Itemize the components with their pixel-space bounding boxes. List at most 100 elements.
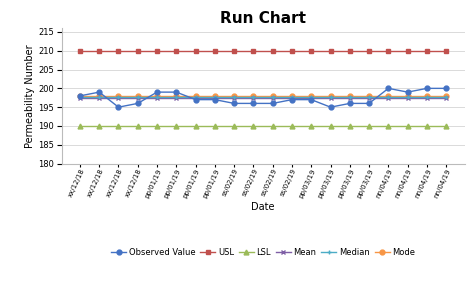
- Observed Value: [154, 91, 160, 94]
- Mean: [154, 96, 160, 100]
- Median: [96, 95, 102, 99]
- Observed Value: [366, 102, 372, 105]
- Mean: [347, 96, 353, 100]
- Median: [309, 95, 314, 99]
- USL: [405, 49, 410, 52]
- Line: Mode: Mode: [78, 93, 448, 98]
- Median: [212, 95, 218, 99]
- Mode: [405, 94, 410, 98]
- Median: [154, 95, 160, 99]
- Median: [328, 95, 333, 99]
- Median: [77, 95, 83, 99]
- LSL: [212, 124, 218, 128]
- Median: [193, 95, 199, 99]
- Mode: [251, 94, 256, 98]
- Mean: [270, 96, 275, 100]
- USL: [154, 49, 160, 52]
- Mean: [443, 96, 449, 100]
- Mode: [231, 94, 237, 98]
- Mean: [135, 96, 141, 100]
- Median: [424, 95, 430, 99]
- LSL: [424, 124, 430, 128]
- Mean: [231, 96, 237, 100]
- Mode: [289, 94, 295, 98]
- Line: Observed Value: Observed Value: [78, 86, 448, 110]
- Median: [116, 95, 121, 99]
- USL: [347, 49, 353, 52]
- Mean: [366, 96, 372, 100]
- Mean: [193, 96, 199, 100]
- Median: [251, 95, 256, 99]
- Observed Value: [231, 102, 237, 105]
- Mean: [385, 96, 391, 100]
- Observed Value: [328, 105, 333, 109]
- Observed Value: [405, 91, 410, 94]
- Mode: [424, 94, 430, 98]
- Mean: [116, 96, 121, 100]
- Observed Value: [116, 105, 121, 109]
- Mean: [96, 96, 102, 100]
- LSL: [193, 124, 199, 128]
- USL: [309, 49, 314, 52]
- Observed Value: [385, 87, 391, 90]
- Mean: [77, 96, 83, 100]
- Mode: [154, 94, 160, 98]
- USL: [231, 49, 237, 52]
- USL: [424, 49, 430, 52]
- USL: [193, 49, 199, 52]
- Mean: [251, 96, 256, 100]
- Mode: [96, 94, 102, 98]
- LSL: [96, 124, 102, 128]
- Mode: [212, 94, 218, 98]
- LSL: [385, 124, 391, 128]
- LSL: [231, 124, 237, 128]
- LSL: [366, 124, 372, 128]
- Observed Value: [135, 102, 141, 105]
- Median: [289, 95, 295, 99]
- Observed Value: [270, 102, 275, 105]
- LSL: [309, 124, 314, 128]
- LSL: [328, 124, 333, 128]
- X-axis label: Date: Date: [251, 202, 275, 212]
- Observed Value: [193, 98, 199, 101]
- Line: USL: USL: [78, 48, 448, 53]
- Legend: Observed Value, USL, LSL, Mean, Median, Mode: Observed Value, USL, LSL, Mean, Median, …: [109, 246, 417, 259]
- Median: [405, 95, 410, 99]
- USL: [135, 49, 141, 52]
- Median: [385, 95, 391, 99]
- Mean: [424, 96, 430, 100]
- Mode: [385, 94, 391, 98]
- Mode: [366, 94, 372, 98]
- Mode: [328, 94, 333, 98]
- Mean: [289, 96, 295, 100]
- LSL: [251, 124, 256, 128]
- Observed Value: [212, 98, 218, 101]
- Mode: [309, 94, 314, 98]
- USL: [173, 49, 179, 52]
- Mean: [328, 96, 333, 100]
- Median: [347, 95, 353, 99]
- LSL: [77, 124, 83, 128]
- LSL: [116, 124, 121, 128]
- USL: [328, 49, 333, 52]
- Mode: [77, 94, 83, 98]
- Observed Value: [96, 91, 102, 94]
- Median: [366, 95, 372, 99]
- LSL: [289, 124, 295, 128]
- Median: [270, 95, 275, 99]
- LSL: [173, 124, 179, 128]
- Mean: [405, 96, 410, 100]
- Median: [231, 95, 237, 99]
- Observed Value: [173, 91, 179, 94]
- USL: [270, 49, 275, 52]
- Observed Value: [251, 102, 256, 105]
- Mode: [193, 94, 199, 98]
- Median: [135, 95, 141, 99]
- Mode: [135, 94, 141, 98]
- Mode: [270, 94, 275, 98]
- Title: Run Chart: Run Chart: [220, 11, 306, 26]
- USL: [443, 49, 449, 52]
- Observed Value: [347, 102, 353, 105]
- Line: Median: Median: [78, 94, 448, 100]
- Mode: [347, 94, 353, 98]
